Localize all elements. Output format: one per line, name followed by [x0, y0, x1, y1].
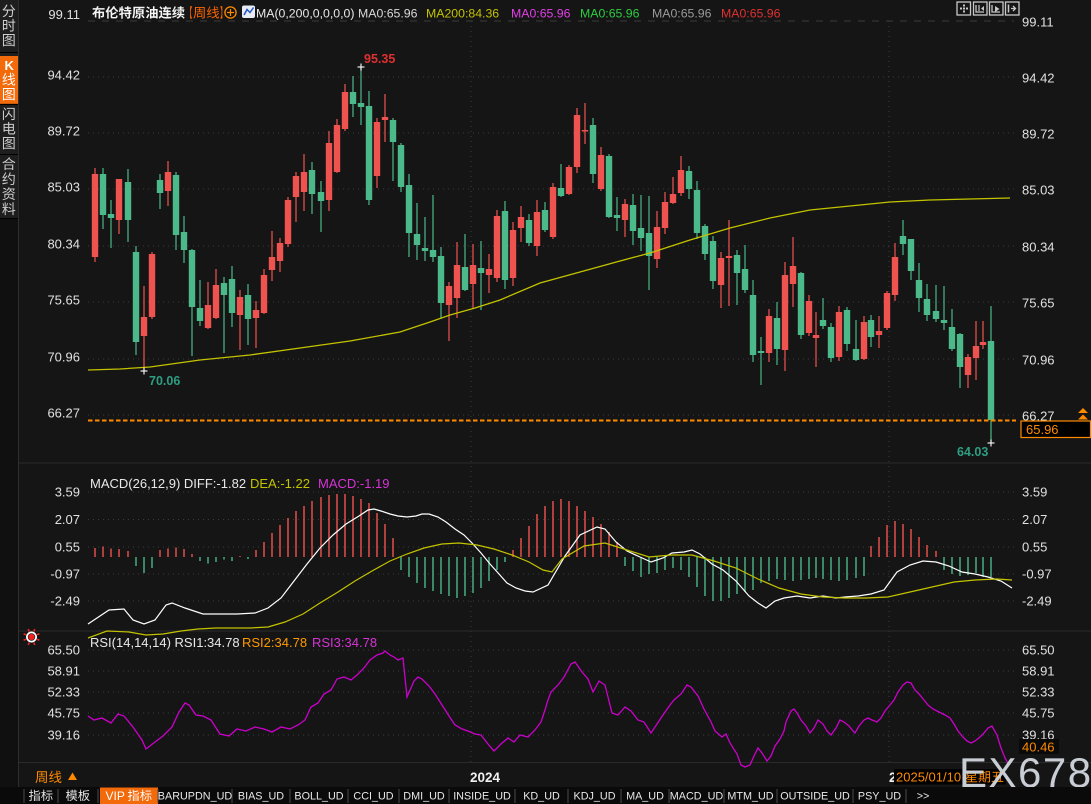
- svg-text:89.72: 89.72: [47, 124, 80, 139]
- svg-text:0.55: 0.55: [1022, 540, 1047, 555]
- svg-text:45.75: 45.75: [1022, 706, 1055, 721]
- svg-text:39.16: 39.16: [47, 728, 80, 743]
- svg-text:MTM_UD: MTM_UD: [727, 791, 773, 803]
- svg-text:70.06: 70.06: [149, 374, 180, 388]
- svg-text:MA_UD: MA_UD: [626, 791, 664, 803]
- svg-text:58.91: 58.91: [1022, 664, 1055, 679]
- svg-text:0.55: 0.55: [55, 540, 80, 555]
- svg-text:94.42: 94.42: [47, 68, 80, 83]
- svg-text:3.59: 3.59: [55, 485, 80, 500]
- svg-text:OUTSIDE_UD: OUTSIDE_UD: [780, 791, 850, 803]
- svg-text:VIP: VIP: [106, 789, 125, 803]
- svg-text:99.11: 99.11: [48, 7, 80, 22]
- svg-text:65.96: 65.96: [1026, 422, 1059, 437]
- svg-text:KDJ_UD: KDJ_UD: [574, 791, 616, 803]
- svg-text:BOLL_UD: BOLL_UD: [294, 791, 343, 803]
- svg-text:85.03: 85.03: [1022, 183, 1055, 198]
- svg-text:MA0:65.96: MA0:65.96: [358, 7, 418, 21]
- svg-text:75.65: 75.65: [1022, 296, 1055, 311]
- svg-text:3.59: 3.59: [1022, 485, 1047, 500]
- svg-text:66.27: 66.27: [47, 406, 80, 421]
- svg-text:MA0:65.96: MA0:65.96: [580, 7, 640, 21]
- svg-text:52.33: 52.33: [1022, 685, 1055, 700]
- svg-text:RSI3:34.78: RSI3:34.78: [312, 635, 377, 650]
- svg-text:2.07: 2.07: [1022, 512, 1047, 527]
- svg-text:80.34: 80.34: [47, 237, 80, 252]
- svg-text:MACD(26,12,9) DIFF:-1.82: MACD(26,12,9) DIFF:-1.82: [90, 476, 246, 491]
- svg-text:MA0:65.96: MA0:65.96: [721, 7, 781, 21]
- svg-text:65.50: 65.50: [47, 643, 80, 658]
- svg-text:KD_UD: KD_UD: [523, 791, 560, 803]
- svg-text:-0.97: -0.97: [50, 567, 80, 582]
- svg-text:94.42: 94.42: [1022, 71, 1055, 86]
- svg-text:MA(0,200,0,0,0,0): MA(0,200,0,0,0,0): [256, 7, 354, 21]
- svg-text:2.07: 2.07: [55, 512, 80, 527]
- svg-text:80.34: 80.34: [1022, 240, 1055, 255]
- svg-text:CCI_UD: CCI_UD: [353, 791, 393, 803]
- svg-text:MA200:84.36: MA200:84.36: [426, 7, 499, 21]
- svg-text:40.46: 40.46: [1022, 740, 1055, 755]
- svg-text:85.03: 85.03: [47, 180, 80, 195]
- svg-text:75.65: 75.65: [47, 293, 80, 308]
- svg-text:RSI2:34.78: RSI2:34.78: [242, 635, 307, 650]
- svg-text:2025/01/10: 2025/01/10: [896, 770, 961, 785]
- svg-text:BARUPDN_UD: BARUPDN_UD: [158, 791, 233, 803]
- svg-text:70.96: 70.96: [1022, 353, 1055, 368]
- svg-text:52.33: 52.33: [47, 685, 80, 700]
- svg-text:MACD_UD: MACD_UD: [670, 791, 724, 803]
- svg-text:39.16: 39.16: [1022, 728, 1055, 743]
- svg-text:-2.49: -2.49: [50, 594, 80, 609]
- svg-text:INSIDE_UD: INSIDE_UD: [453, 791, 511, 803]
- svg-text:45.75: 45.75: [47, 706, 80, 721]
- svg-text:PSY_UD: PSY_UD: [858, 791, 901, 803]
- svg-text:99.11: 99.11: [1022, 15, 1054, 30]
- svg-text:BIAS_UD: BIAS_UD: [238, 791, 284, 803]
- svg-text:MA0:65.96: MA0:65.96: [511, 7, 571, 21]
- svg-text:66.27: 66.27: [1022, 409, 1055, 424]
- svg-text:-0.97: -0.97: [1022, 567, 1052, 582]
- svg-text:-2.49: -2.49: [1022, 594, 1052, 609]
- svg-text:K: K: [5, 58, 15, 73]
- svg-text:65.50: 65.50: [1022, 643, 1055, 658]
- svg-text:64.03: 64.03: [957, 445, 988, 459]
- svg-text:2: 2: [889, 770, 897, 785]
- svg-text:>>: >>: [917, 791, 930, 803]
- svg-text:MA0:65.96: MA0:65.96: [652, 7, 712, 21]
- svg-text:2024: 2024: [470, 770, 501, 785]
- svg-text:70.96: 70.96: [47, 350, 80, 365]
- svg-text:DMI_UD: DMI_UD: [403, 791, 445, 803]
- svg-text:95.35: 95.35: [364, 52, 395, 66]
- svg-text:DEA:-1.22: DEA:-1.22: [250, 476, 310, 491]
- svg-text:89.72: 89.72: [1022, 127, 1055, 142]
- svg-text:58.91: 58.91: [47, 664, 80, 679]
- svg-text:MACD:-1.19: MACD:-1.19: [318, 476, 390, 491]
- svg-text:RSI(14,14,14) RSI1:34.78: RSI(14,14,14) RSI1:34.78: [90, 635, 240, 650]
